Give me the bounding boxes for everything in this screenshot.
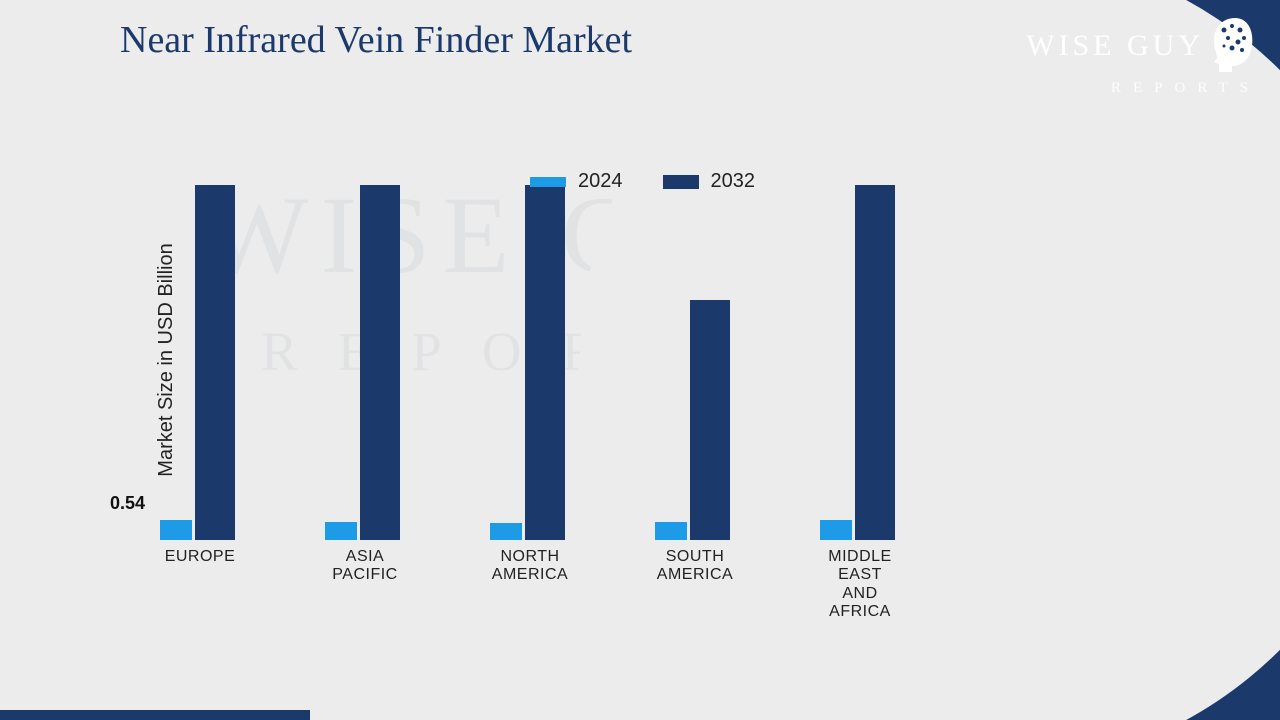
category-label: ASIAPACIFIC bbox=[285, 540, 445, 585]
plot-area: 0.54EUROPEASIAPACIFICNORTHAMERICASOUTHAM… bbox=[120, 170, 930, 540]
head-icon bbox=[1210, 16, 1260, 76]
bar-2032 bbox=[855, 185, 895, 540]
bar-2024 bbox=[325, 522, 357, 541]
category-label: NORTHAMERICA bbox=[450, 540, 610, 585]
bar-2024 bbox=[160, 520, 192, 540]
bar-2032 bbox=[690, 300, 730, 541]
category-label: SOUTHAMERICA bbox=[615, 540, 775, 585]
bar-value-label: 0.54 bbox=[110, 493, 145, 514]
bar-2032 bbox=[525, 185, 565, 540]
legend-label-2032: 2032 bbox=[711, 170, 756, 193]
brand-top: WISE GUY bbox=[1026, 31, 1204, 61]
category-label: MIDDLEEASTANDAFRICA bbox=[780, 540, 940, 622]
brand-logo: WISE GUY REPORTS bbox=[1026, 16, 1260, 97]
legend-label-2024: 2024 bbox=[578, 170, 623, 193]
bar-2024 bbox=[655, 522, 687, 541]
bar-2032 bbox=[195, 185, 235, 540]
chart-title: Near Infrared Vein Finder Market bbox=[120, 18, 632, 62]
legend-swatch-2024 bbox=[530, 177, 566, 187]
bar-2024 bbox=[820, 520, 852, 540]
bottom-accent-strip bbox=[0, 710, 310, 720]
category-label: EUROPE bbox=[120, 540, 280, 566]
bar-2032 bbox=[360, 185, 400, 540]
legend-item-2024: 2024 bbox=[530, 170, 623, 193]
legend: 2024 2032 bbox=[530, 170, 755, 193]
chart-canvas: WISE GUY REPORTS WISE GUY REPORTS Near I… bbox=[0, 0, 1280, 720]
brand-bottom: REPORTS bbox=[1026, 80, 1260, 97]
legend-item-2032: 2032 bbox=[663, 170, 756, 193]
bar-2024 bbox=[490, 523, 522, 540]
legend-swatch-2032 bbox=[663, 175, 699, 189]
chart-area: Market Size in USD Billion 0.54EUROPEASI… bbox=[100, 170, 930, 550]
